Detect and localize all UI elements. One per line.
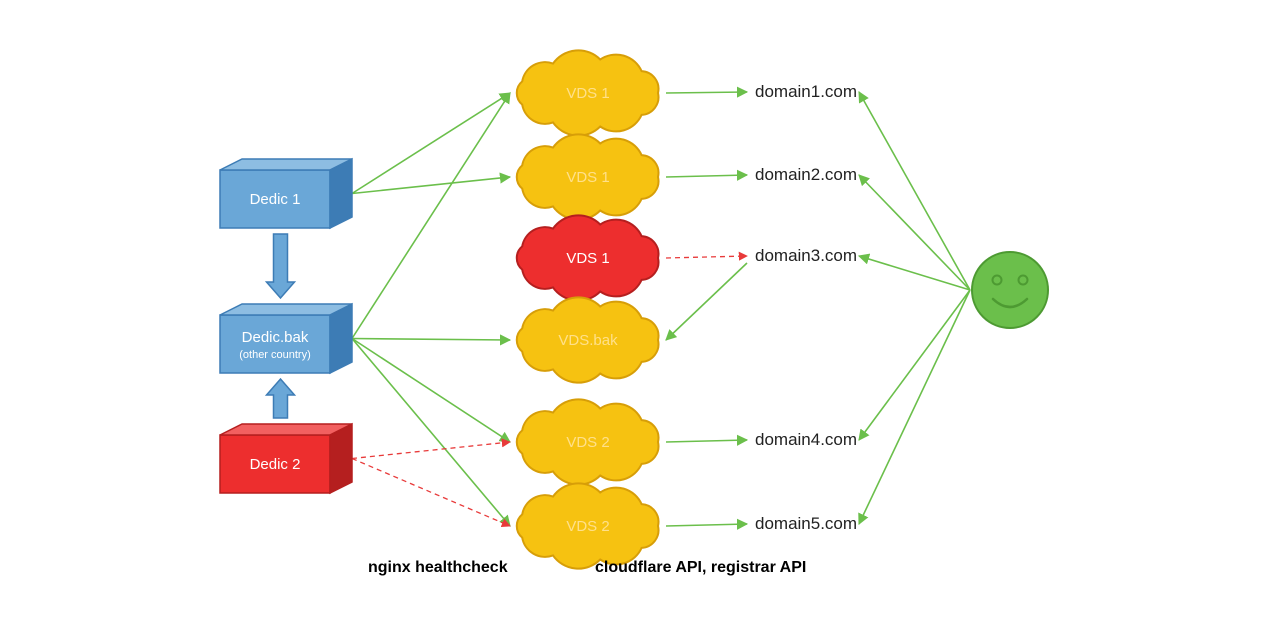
- edge: [859, 290, 970, 524]
- d1-text: domain1.com: [755, 82, 857, 101]
- server-boxes: Dedic 1 Dedic.bak (other country) Dedic 2: [220, 159, 352, 493]
- vdsbak-cloud: VDS.bak: [517, 297, 659, 382]
- d2-text: domain2.com: [755, 165, 857, 184]
- big-arrow: [267, 234, 295, 298]
- vds1c-label: VDS 1: [566, 250, 609, 267]
- dedicbak-box: Dedic.bak (other country): [220, 304, 352, 373]
- vds1a-label: VDS 1: [566, 85, 609, 102]
- d3-text: domain3.com: [755, 246, 857, 265]
- big-arrow: [267, 379, 295, 418]
- vds1c-cloud: VDS 1: [517, 215, 659, 300]
- edge: [666, 524, 747, 526]
- dedic1-label: Dedic 1: [250, 191, 301, 208]
- vdsbak-label: VDS.bak: [558, 332, 618, 349]
- caption-nginx: nginx healthcheck: [368, 559, 508, 576]
- smiley: [972, 252, 1048, 328]
- edge: [666, 92, 747, 93]
- edge: [352, 339, 510, 341]
- edges: [352, 92, 970, 526]
- d4-text: domain4.com: [755, 430, 857, 449]
- edge: [666, 175, 747, 177]
- vds2a-cloud: VDS 2: [517, 399, 659, 484]
- edge: [352, 93, 510, 339]
- edge: [666, 440, 747, 442]
- vds2b-cloud: VDS 2: [517, 483, 659, 568]
- dedic2-label: Dedic 2: [250, 456, 301, 473]
- vds-clouds: VDS 1 VDS 1 VDS 1 VDS.bak VDS 2 VDS 2: [517, 50, 659, 568]
- d5-text: domain5.com: [755, 514, 857, 533]
- dedicbak-label: Dedic.bak: [242, 329, 309, 346]
- caption-cf: cloudflare API, registrar API: [595, 559, 806, 576]
- vds1b-cloud: VDS 1: [517, 134, 659, 219]
- vds2b-label: VDS 2: [566, 518, 609, 535]
- edge: [352, 442, 510, 459]
- edge: [352, 459, 510, 527]
- diagram-canvas: Dedic 1 Dedic.bak (other country) Dedic 2 V…: [0, 0, 1280, 617]
- edge: [352, 339, 510, 443]
- edge: [352, 339, 510, 527]
- dedicbak-sublabel: (other country): [239, 349, 311, 361]
- edge: [352, 93, 510, 194]
- edge: [666, 263, 747, 340]
- vds1a-cloud: VDS 1: [517, 50, 659, 135]
- vds1b-label: VDS 1: [566, 169, 609, 186]
- edge: [666, 256, 747, 258]
- domain-labels: domain1.com domain2.com domain3.com domain4…: [755, 82, 857, 533]
- dedic1-box: Dedic 1: [220, 159, 352, 228]
- dedic2-box: Dedic 2: [220, 424, 352, 493]
- vds2a-label: VDS 2: [566, 434, 609, 451]
- smiley-face: [972, 252, 1048, 328]
- edge: [859, 290, 970, 440]
- edge: [352, 177, 510, 194]
